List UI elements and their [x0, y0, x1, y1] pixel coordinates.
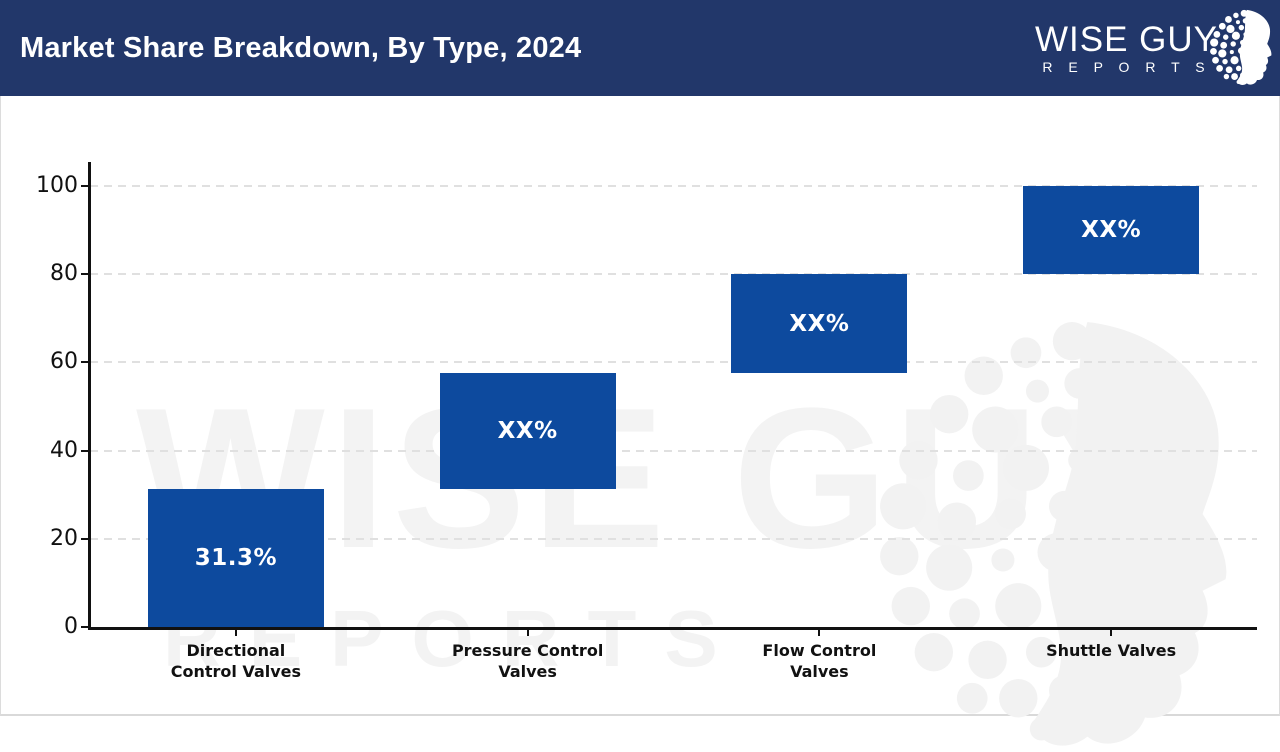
x-category-label-2: Flow Control Valves [762, 641, 877, 681]
x-axis-spine [88, 627, 1257, 630]
gridline-100 [90, 185, 1257, 187]
bar-value-label: 31.3% [194, 544, 278, 571]
bar-value-label: XX% [1081, 217, 1142, 244]
bar-directional-control-valves: 31.3% [147, 488, 324, 627]
y-tick-label-20: 20 [50, 525, 78, 551]
x-category-label-3: Shuttle Valves [1046, 641, 1177, 660]
header-bar: Market Share Breakdown, By Type, 2024 WI… [0, 0, 1280, 96]
gridline-80 [90, 273, 1257, 276]
page-title: Market Share Breakdown, By Type, 2024 [20, 31, 582, 64]
x-category-label-1: Pressure Control Valves [451, 641, 604, 681]
y-axis-spine [88, 162, 91, 629]
gridline-20 [90, 537, 1257, 540]
bar-pressure-control-valves: XX% [439, 373, 616, 489]
y-tick-label-80: 80 [50, 261, 78, 287]
y-tick-100 [81, 185, 89, 187]
y-tick-40 [81, 449, 89, 452]
bar-value-label: XX% [789, 310, 850, 337]
bar-shuttle-valves: XX% [1023, 186, 1200, 275]
y-tick-20 [81, 537, 89, 540]
x-tick-1 [526, 629, 529, 636]
y-tick-label-100: 100 [36, 173, 78, 198]
brand-logo: WISE GUY R E P O R T S [1035, 0, 1274, 96]
x-category-label-0: Directional Control Valves [170, 641, 302, 681]
y-tick-label-40: 40 [50, 437, 78, 463]
x-tick-2 [818, 629, 821, 636]
x-tick-0 [234, 629, 237, 636]
y-tick-label-0: 0 [64, 614, 78, 639]
bar-value-label: XX% [497, 418, 558, 445]
y-tick-0 [81, 626, 89, 628]
gridline-40 [90, 449, 1257, 452]
x-tick-3 [1110, 629, 1113, 636]
bar-flow-control-valves: XX% [731, 274, 908, 374]
y-tick-80 [81, 273, 89, 276]
brand-head-icon [1210, 9, 1272, 85]
brand-subtitle: R E P O R T S [1042, 58, 1211, 75]
chart-canvas: WISE GUY REPORTS 0 20 40 60 80 100 31.3% Direct… [0, 96, 1280, 746]
y-tick-label-60: 60 [50, 349, 78, 375]
y-tick-60 [81, 361, 89, 364]
brand-name: WISE GUY [1034, 19, 1218, 59]
gridline-60 [90, 361, 1257, 364]
